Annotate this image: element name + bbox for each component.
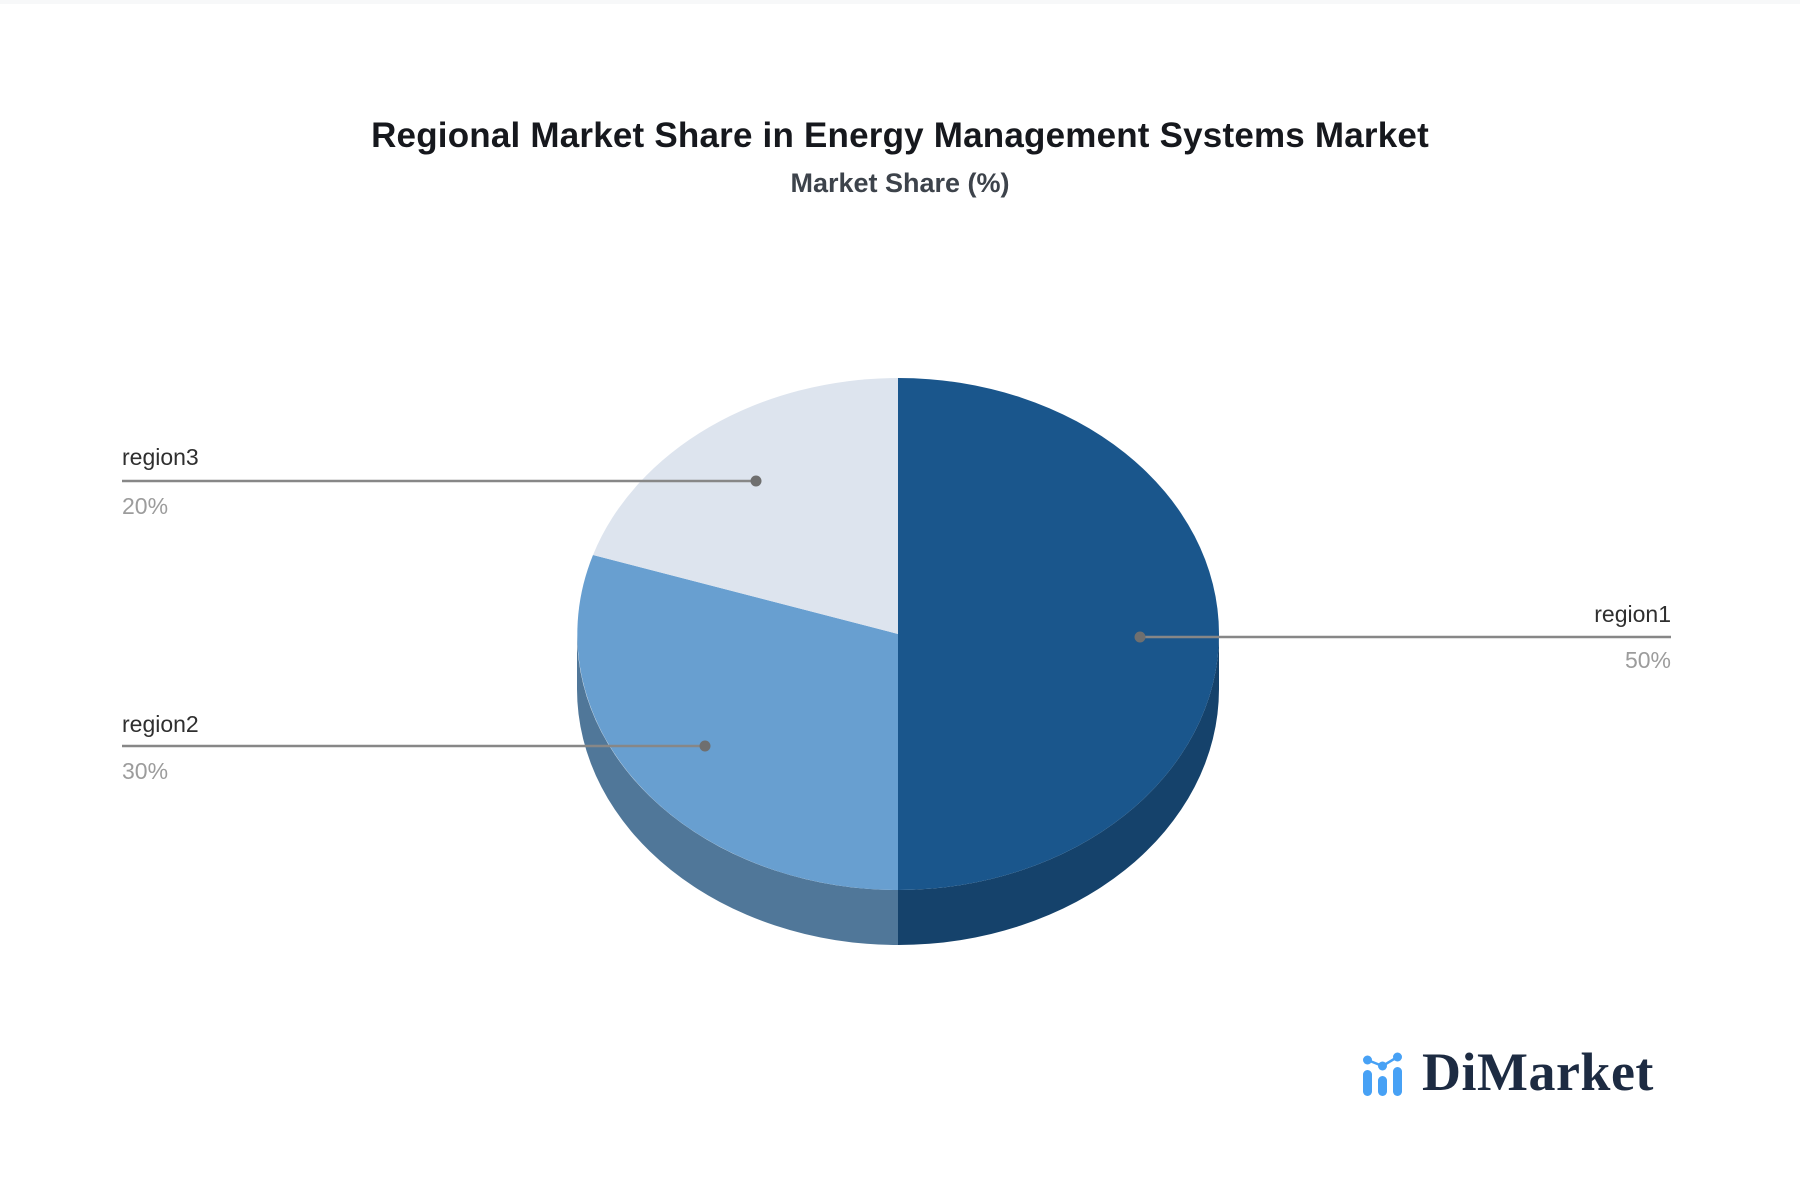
pie-side-region1 (898, 634, 1219, 945)
slice-label-region3: region3 (122, 444, 199, 470)
chart-title: Regional Market Share in Energy Manageme… (371, 116, 1429, 155)
callout-dot-region2 (699, 740, 711, 752)
logo: DiMarket (1363, 1040, 1654, 1102)
callout-dot-region3 (750, 475, 762, 487)
pie-slice-region3 (593, 378, 898, 634)
slice-label-region1: region1 (1594, 601, 1671, 627)
chart-subtitle: Market Share (%) (790, 168, 1010, 198)
pie-side-region2 (577, 634, 898, 945)
pie-slice-region2 (577, 555, 898, 890)
callout-dot-region1 (1134, 631, 1146, 643)
slice-value-region2: 30% (122, 758, 169, 784)
slice-value-region1: 50% (1624, 647, 1671, 673)
pie-slice-region1 (898, 378, 1219, 890)
logo-bar-chart-icon (1363, 1052, 1402, 1096)
slice-label-region2: region2 (122, 711, 199, 737)
top-border-strip (0, 0, 1800, 4)
slice-value-region3: 20% (122, 493, 169, 519)
logo-text: DiMarket (1422, 1042, 1654, 1102)
